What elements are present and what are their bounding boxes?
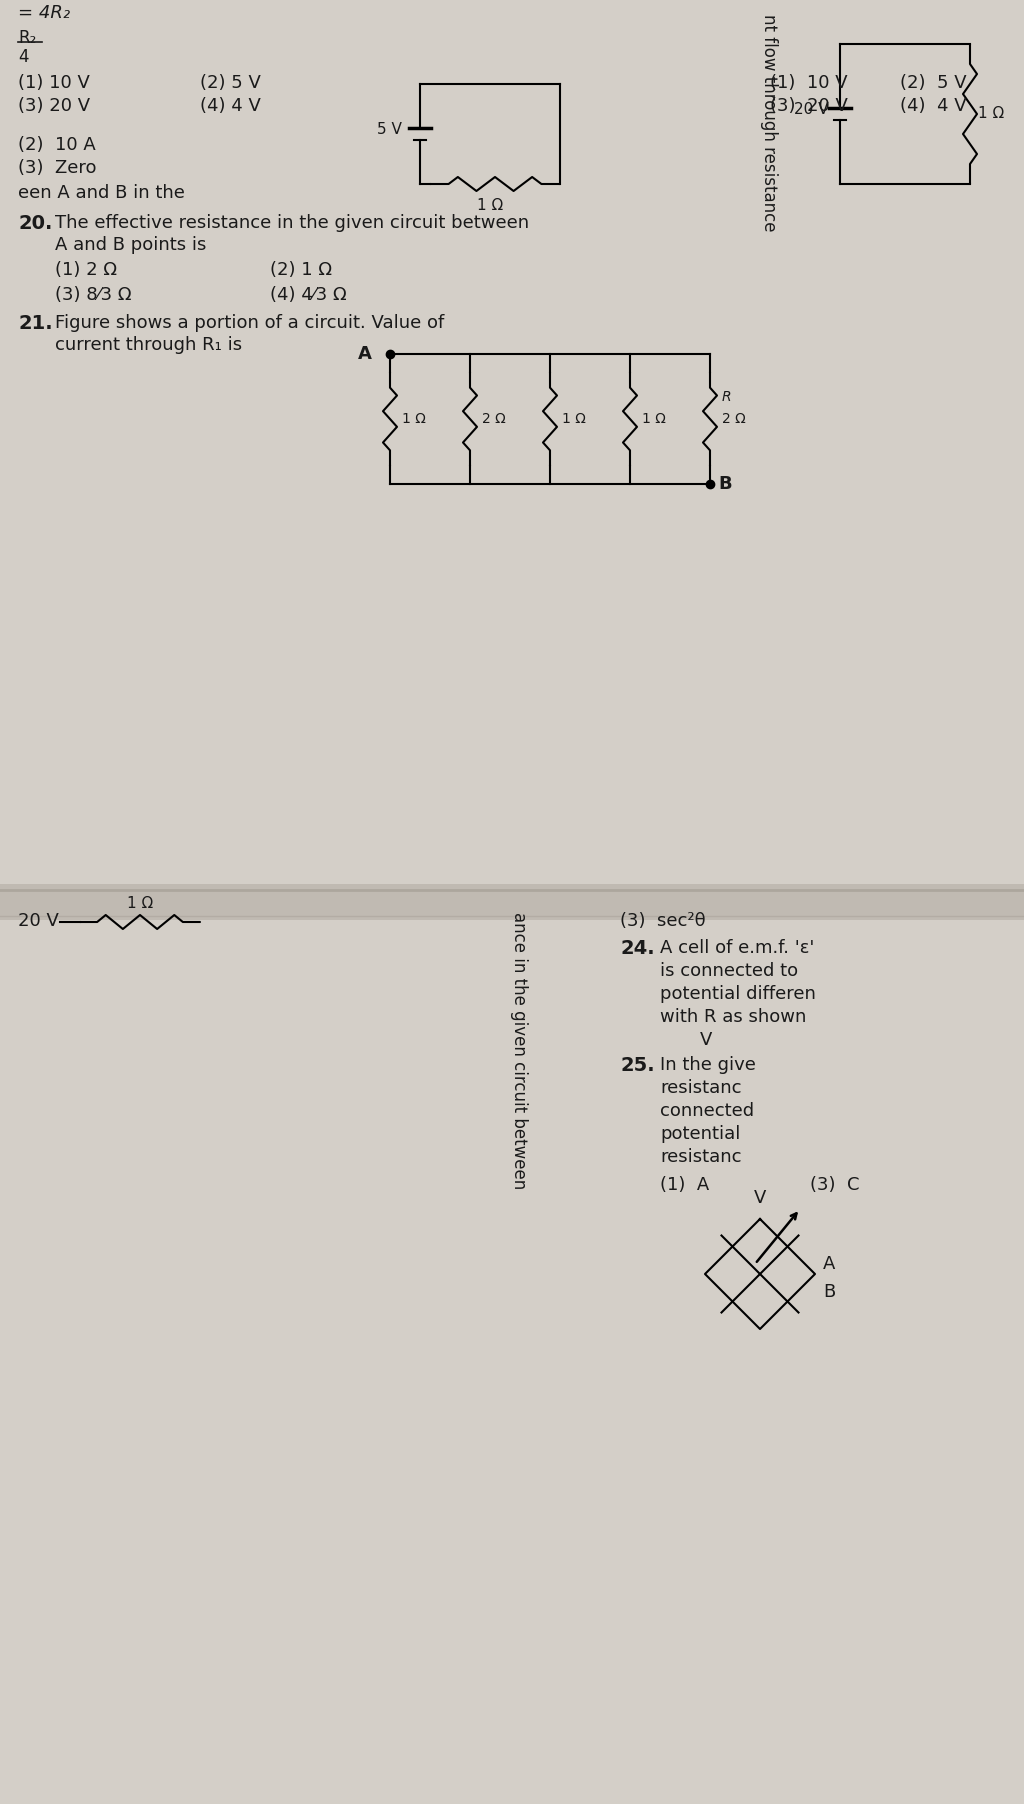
Bar [0, 884, 1024, 920]
Text: (1)  10 V: (1) 10 V [770, 74, 848, 92]
Text: potential: potential [660, 1126, 740, 1144]
Text: (3)  Zero: (3) Zero [18, 159, 96, 177]
Text: A cell of e.m.f. 'ε': A cell of e.m.f. 'ε' [660, 940, 814, 956]
Text: (4)  4 V: (4) 4 V [900, 97, 967, 115]
Text: (1) 10 V: (1) 10 V [18, 74, 90, 92]
Text: 2 Ω: 2 Ω [722, 411, 745, 426]
Text: resistanc: resistanc [660, 1147, 741, 1165]
Text: resistanc: resistanc [660, 1079, 741, 1097]
Text: In the give: In the give [660, 1055, 756, 1073]
Text: (2) 5 V: (2) 5 V [200, 74, 261, 92]
Text: 21.: 21. [18, 314, 52, 334]
Text: R: R [722, 390, 731, 404]
Text: B: B [718, 474, 731, 492]
Text: 1 Ω: 1 Ω [127, 897, 154, 911]
Text: R₂: R₂ [18, 29, 37, 47]
Text: The effective resistance in the given circuit between: The effective resistance in the given ci… [55, 215, 529, 233]
Text: 5 V: 5 V [377, 121, 402, 137]
Text: (1) 2 Ω: (1) 2 Ω [55, 262, 117, 280]
Text: V: V [754, 1189, 766, 1207]
Text: (2)  10 A: (2) 10 A [18, 135, 96, 153]
Text: (3) 8⁄3 Ω: (3) 8⁄3 Ω [55, 287, 131, 305]
Text: is connected to: is connected to [660, 962, 798, 980]
Text: 2 Ω: 2 Ω [482, 411, 506, 426]
Text: (4) 4⁄3 Ω: (4) 4⁄3 Ω [270, 287, 347, 305]
Text: (3) 20 V: (3) 20 V [18, 97, 90, 115]
Text: 20 V: 20 V [794, 101, 828, 117]
Text: 25.: 25. [620, 1055, 654, 1075]
Text: B: B [823, 1283, 836, 1301]
Text: 1 Ω: 1 Ω [562, 411, 586, 426]
Text: nt flow through resistance: nt flow through resistance [760, 14, 778, 231]
Text: 20 V: 20 V [18, 913, 58, 931]
Text: potential differen: potential differen [660, 985, 816, 1003]
Text: = 4R₂: = 4R₂ [18, 4, 70, 22]
Text: 1 Ω: 1 Ω [402, 411, 426, 426]
Text: Figure shows a portion of a circuit. Value of: Figure shows a portion of a circuit. Val… [55, 314, 444, 332]
Text: 24.: 24. [620, 940, 654, 958]
Text: A: A [823, 1256, 836, 1274]
Text: A: A [358, 345, 372, 363]
Text: (4) 4 V: (4) 4 V [200, 97, 261, 115]
Text: 4: 4 [18, 49, 29, 67]
Text: V: V [700, 1032, 713, 1048]
Text: (1)  A: (1) A [660, 1176, 710, 1194]
Text: current through R₁ is: current through R₁ is [55, 336, 242, 354]
Text: 20.: 20. [18, 215, 52, 233]
Text: (3)  C: (3) C [810, 1176, 859, 1194]
Text: with R as shown: with R as shown [660, 1008, 806, 1026]
Text: (2)  5 V: (2) 5 V [900, 74, 967, 92]
Text: connected: connected [660, 1102, 754, 1120]
Text: (2) 1 Ω: (2) 1 Ω [270, 262, 332, 280]
Text: (3)  20 V: (3) 20 V [770, 97, 848, 115]
Text: ance in the given circuit between: ance in the given circuit between [510, 913, 528, 1189]
Text: een A and B in the: een A and B in the [18, 184, 185, 202]
Text: A and B points is: A and B points is [55, 236, 207, 254]
Text: 1 Ω: 1 Ω [477, 198, 503, 213]
Text: 1 Ω: 1 Ω [978, 106, 1005, 121]
Text: (3)  sec²θ: (3) sec²θ [620, 913, 706, 931]
Text: 1 Ω: 1 Ω [642, 411, 666, 426]
